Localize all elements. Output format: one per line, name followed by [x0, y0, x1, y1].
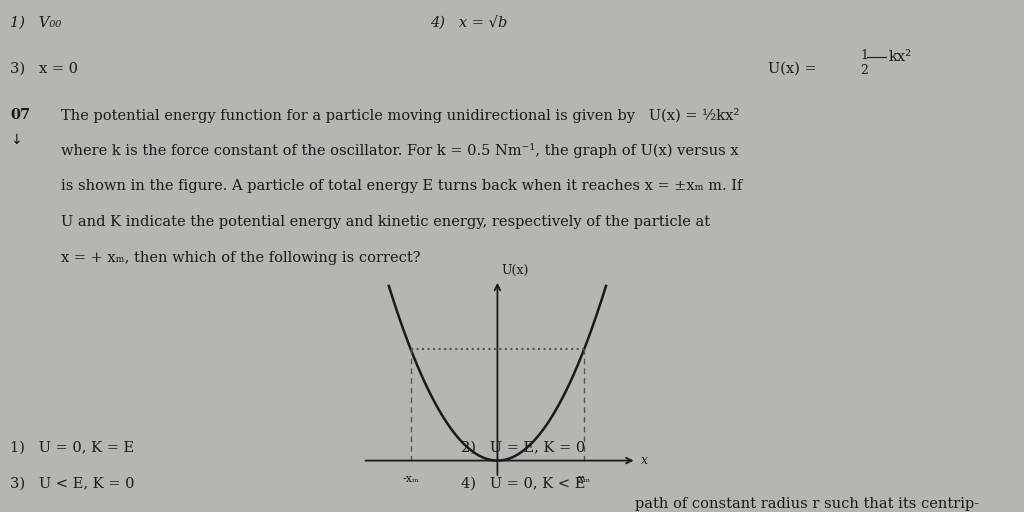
Text: 4)   U = 0, K < E: 4) U = 0, K < E [461, 476, 585, 490]
Text: U(x) =: U(x) = [768, 61, 821, 75]
Text: 1)   V₀₀: 1) V₀₀ [10, 15, 61, 29]
Text: 07: 07 [10, 108, 31, 121]
Text: where k is the force constant of the oscillator. For k = 0.5 Nm⁻¹, the graph of : where k is the force constant of the osc… [61, 143, 739, 158]
Text: 3)   x = 0: 3) x = 0 [10, 61, 78, 75]
Text: x: x [641, 454, 648, 467]
Text: 4)   x = √b: 4) x = √b [430, 15, 508, 30]
Text: is shown in the figure. A particle of total energy E turns back when it reaches : is shown in the figure. A particle of to… [61, 179, 742, 193]
Text: 3)   U < E, K = 0: 3) U < E, K = 0 [10, 476, 135, 490]
Text: 2: 2 [860, 64, 868, 77]
Text: path of constant radius r such that its centrip-: path of constant radius r such that its … [635, 497, 979, 510]
Text: 1: 1 [860, 49, 868, 61]
Text: U and K indicate the potential energy and kinetic energy, respectively of the pa: U and K indicate the potential energy an… [61, 215, 711, 229]
Text: 1)   U = 0, K = E: 1) U = 0, K = E [10, 440, 134, 454]
Text: The potential energy function for a particle moving unidirectional is given by  : The potential energy function for a part… [61, 108, 739, 122]
Text: -xₘ: -xₘ [402, 474, 419, 484]
Text: 2)   U = E, K = 0: 2) U = E, K = 0 [461, 440, 585, 454]
Text: xₘ: xₘ [578, 474, 591, 484]
Text: U(x): U(x) [502, 264, 529, 276]
Text: kx²: kx² [889, 50, 911, 65]
Text: ↓: ↓ [10, 133, 22, 147]
Text: x = + xₘ, then which of the following is correct?: x = + xₘ, then which of the following is… [61, 251, 421, 265]
